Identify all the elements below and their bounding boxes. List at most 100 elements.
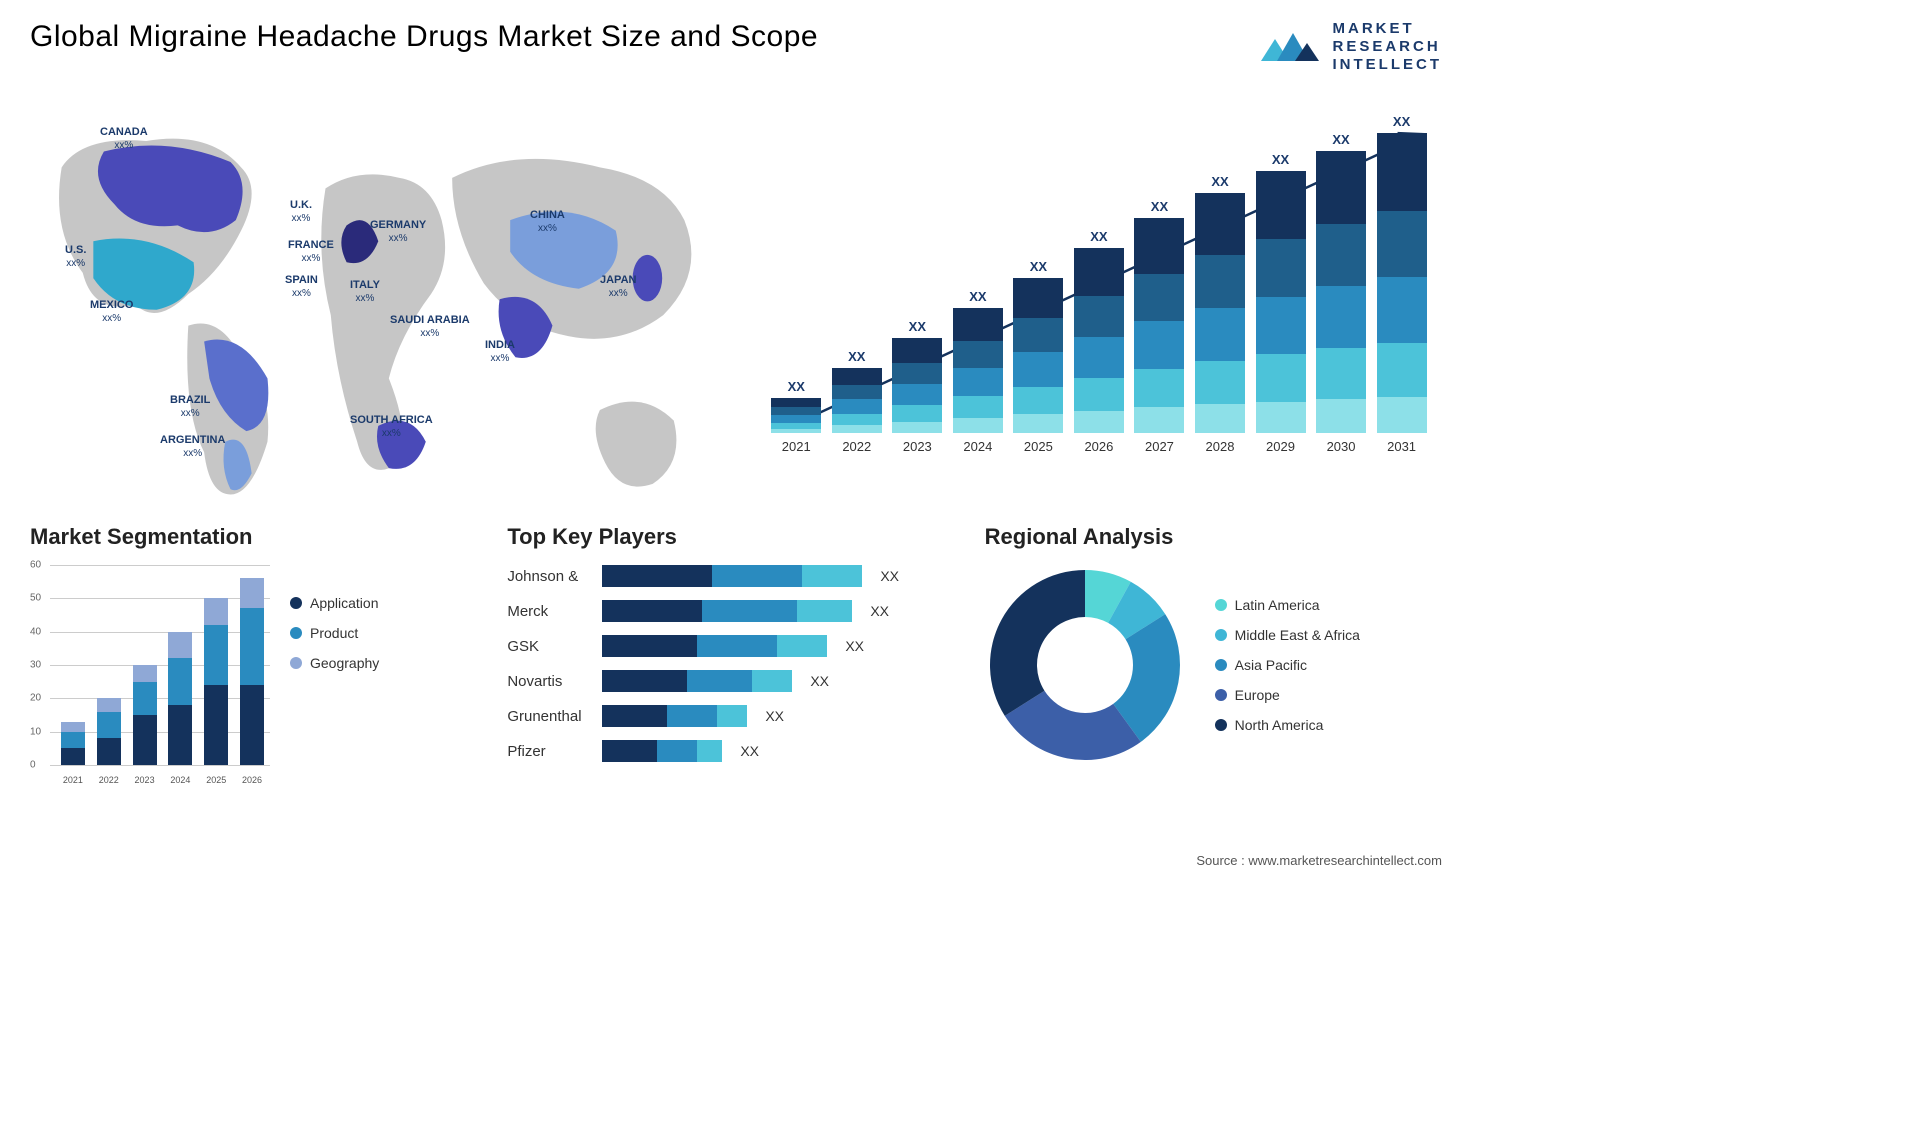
player-value: XX [810, 673, 829, 689]
player-row: Novartis XX [507, 670, 964, 692]
forecast-bar-value: XX [1272, 152, 1289, 167]
regional-panel: Regional Analysis Latin AmericaMiddle Ea… [985, 524, 1442, 785]
forecast-bar: XX2024 [953, 289, 1003, 454]
player-bar [602, 740, 722, 762]
player-value: XX [765, 708, 784, 724]
map-region-label: CHINAxx% [530, 209, 565, 235]
forecast-bar: XX2023 [892, 319, 942, 454]
forecast-year-label: 2030 [1327, 439, 1356, 454]
map-region-label: SAUDI ARABIAxx% [390, 314, 470, 340]
player-value: XX [740, 743, 759, 759]
forecast-year-label: 2023 [903, 439, 932, 454]
forecast-year-label: 2029 [1266, 439, 1295, 454]
seg-ytick: 50 [30, 593, 41, 604]
forecast-bar: XX 2026 [1074, 229, 1124, 454]
player-bar [602, 600, 852, 622]
legend-dot-icon [1215, 659, 1227, 671]
player-row: Johnson &XX [507, 565, 964, 587]
forecast-year-label: 2031 [1387, 439, 1416, 454]
forecast-bar: XX 2028 [1195, 174, 1245, 454]
seg-ytick: 30 [30, 660, 41, 671]
legend-dot-icon [290, 657, 302, 669]
regional-title: Regional Analysis [985, 524, 1442, 550]
seg-legend-item: Product [290, 625, 379, 641]
player-row: GSKXX [507, 635, 964, 657]
forecast-year-label: 2028 [1206, 439, 1235, 454]
map-region-label: ARGENTINAxx% [160, 434, 225, 460]
forecast-year-label: 2022 [842, 439, 871, 454]
map-region-label: BRAZILxx% [170, 394, 210, 420]
seg-bar [240, 578, 264, 765]
forecast-bar-value: XX [1090, 229, 1107, 244]
seg-bar [204, 598, 228, 765]
seg-ytick: 10 [30, 726, 41, 737]
segmentation-title: Market Segmentation [30, 524, 487, 550]
forecast-bar-value: XX [1393, 114, 1410, 129]
player-value: XX [870, 603, 889, 619]
segmentation-chart: 0102030405060202120222023202420252026 [30, 565, 270, 785]
player-value: XX [880, 568, 899, 584]
donut-slice [990, 570, 1085, 716]
regional-legend-item: Middle East & Africa [1215, 627, 1360, 643]
player-name: Novartis [507, 673, 592, 690]
forecast-bar-value: XX [1030, 259, 1047, 274]
forecast-bar-value: XX [1151, 199, 1168, 214]
seg-ytick: 60 [30, 560, 41, 571]
regional-legend-item: Asia Pacific [1215, 657, 1360, 673]
map-region-label: INDIAxx% [485, 339, 515, 365]
legend-dot-icon [290, 597, 302, 609]
legend-dot-icon [1215, 719, 1227, 731]
forecast-bar-value: XX [969, 289, 986, 304]
map-region-label: CANADAxx% [100, 126, 148, 152]
regional-legend-item: North America [1215, 717, 1360, 733]
player-bar [602, 635, 827, 657]
map-region-label: GERMANYxx% [370, 219, 426, 245]
logo-icon [1259, 25, 1323, 69]
map-region-label: JAPANxx% [600, 274, 636, 300]
seg-ytick: 20 [30, 693, 41, 704]
forecast-chart-panel: XX2021XX2022XX2023XX2024XX2025XX2026XX20… [756, 104, 1442, 494]
seg-year-label: 2021 [61, 775, 85, 785]
map-region-label: U.S.xx% [65, 244, 86, 270]
forecast-bar: XX 2027 [1134, 199, 1184, 454]
player-bar [602, 670, 792, 692]
seg-bar [168, 632, 192, 765]
regional-donut-chart [985, 565, 1185, 765]
map-region-label: MEXICOxx% [90, 299, 133, 325]
legend-dot-icon [290, 627, 302, 639]
segmentation-legend: ApplicationProductGeography [290, 565, 379, 785]
forecast-year-label: 2027 [1145, 439, 1174, 454]
forecast-year-label: 2026 [1084, 439, 1113, 454]
source-attribution: Source : www.marketresearchintellect.com [1196, 853, 1442, 868]
forecast-bar-value: XX [1332, 132, 1349, 147]
map-region-label: ITALYxx% [350, 279, 380, 305]
world-map-panel: CANADAxx% U.S.xx% MEXICOxx% BRAZILxx% ARGENT… [30, 104, 716, 494]
forecast-bar: XX 2031 [1377, 114, 1427, 454]
seg-bar [61, 722, 85, 765]
seg-year-label: 2023 [133, 775, 157, 785]
segmentation-panel: Market Segmentation 01020304050602021202… [30, 524, 487, 785]
seg-ytick: 0 [30, 760, 36, 771]
players-panel: Top Key Players Johnson &XXMerckXXGSKXXN… [507, 524, 964, 785]
seg-year-label: 2024 [168, 775, 192, 785]
player-name: Grunenthal [507, 708, 592, 725]
forecast-bar-value: XX [848, 349, 865, 364]
map-region-label: SOUTH AFRICAxx% [350, 414, 433, 440]
seg-year-label: 2026 [240, 775, 264, 785]
forecast-bar: XX 2021 [771, 379, 821, 454]
player-value: XX [845, 638, 864, 654]
seg-legend-item: Geography [290, 655, 379, 671]
seg-bar [133, 665, 157, 765]
forecast-bar-value: XX [788, 379, 805, 394]
player-name: Pfizer [507, 743, 592, 760]
map-region-label: U.K.xx% [290, 199, 312, 225]
forecast-bar: XX 2029 [1256, 152, 1306, 454]
legend-dot-icon [1215, 689, 1227, 701]
page-title: Global Migraine Headache Drugs Market Si… [30, 20, 818, 54]
forecast-bar-value: XX [1211, 174, 1228, 189]
brand-logo: MARKET RESEARCH INTELLECT [1259, 20, 1443, 74]
map-region-label: FRANCExx% [288, 239, 334, 265]
forecast-year-label: 2021 [782, 439, 811, 454]
players-chart: Johnson &XXMerckXXGSKXXNovartisXXGrunent… [507, 565, 964, 762]
regional-legend: Latin AmericaMiddle East & AfricaAsia Pa… [1215, 597, 1360, 733]
